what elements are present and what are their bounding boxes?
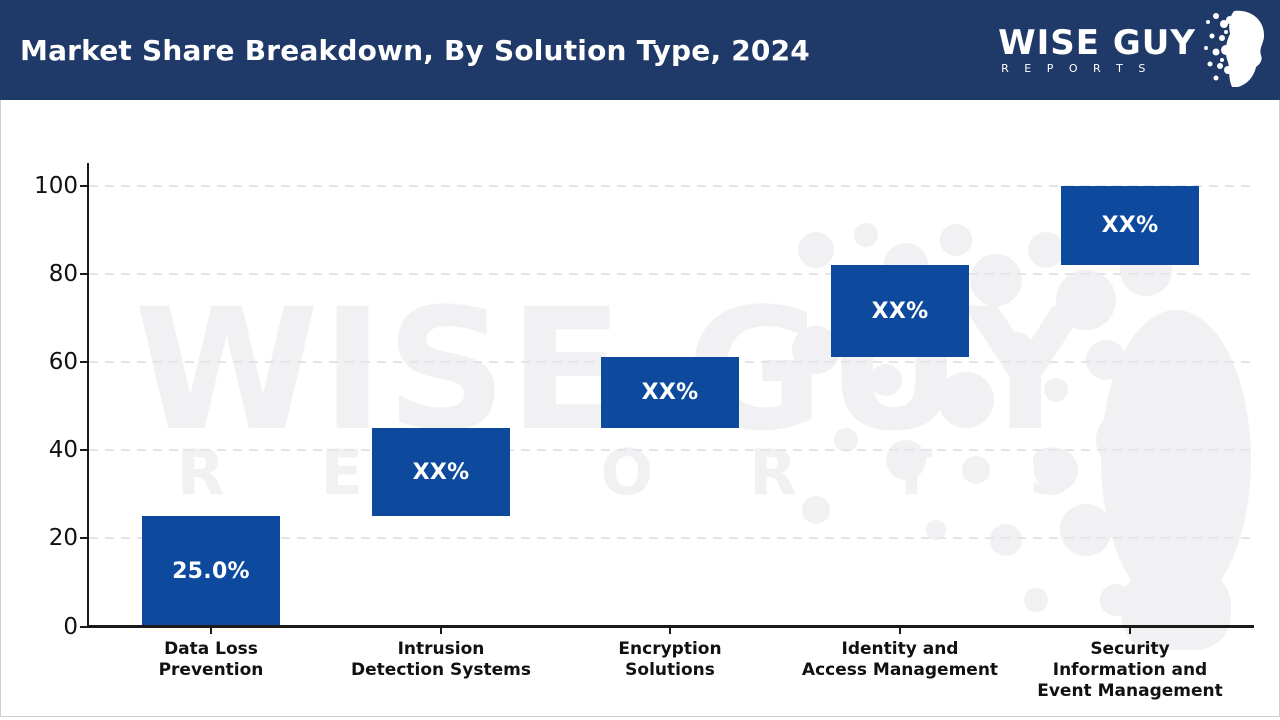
- waterfall-bar: XX%: [601, 357, 739, 429]
- logo-wordmark: WISE GUY: [998, 23, 1196, 63]
- logo-subtitle: R E P O R T S: [1001, 62, 1152, 75]
- bar-value-label: XX%: [641, 380, 699, 406]
- x-category-label: Identity and Access Management: [801, 639, 999, 680]
- waterfall-bar: XX%: [372, 428, 510, 517]
- y-tick-label: 80: [48, 260, 78, 287]
- page-title: Market Share Breakdown, By Solution Type…: [20, 33, 810, 67]
- x-tick-mark: [210, 627, 212, 634]
- waterfall-bar: XX%: [831, 264, 969, 358]
- x-category-label: Data Loss Prevention: [158, 639, 264, 680]
- x-tick-mark: [899, 627, 901, 634]
- header-bar: Market Share Breakdown, By Solution Type…: [0, 0, 1280, 100]
- x-category-label: Intrusion Detection Systems: [351, 639, 531, 680]
- waterfall-bar: XX%: [1061, 185, 1199, 265]
- y-tick-label: 100: [34, 172, 78, 199]
- y-gridline: [89, 537, 1253, 540]
- logo-face-icon: [1202, 8, 1268, 92]
- y-axis-spine: [87, 163, 89, 627]
- y-tick-label: 40: [48, 437, 78, 464]
- x-tick-mark: [440, 627, 442, 634]
- y-tick-label: 60: [48, 348, 78, 375]
- y-tick-mark: [80, 449, 88, 452]
- bar-value-label: XX%: [871, 298, 929, 324]
- wiseguy-logo: WISE GUY R E P O R T S: [998, 8, 1268, 92]
- waterfall-bar: 25.0%: [142, 516, 280, 627]
- x-category-label: Security Information and Event Managemen…: [1037, 639, 1223, 701]
- y-tick-mark: [80, 184, 88, 187]
- y-tick-mark: [80, 272, 88, 275]
- y-tick-label: 20: [48, 525, 78, 552]
- x-category-label: Encryption Solutions: [618, 639, 722, 680]
- y-gridline: [89, 449, 1253, 452]
- logo-text: WISE GUY R E P O R T S: [998, 26, 1196, 74]
- y-gridline: [89, 272, 1253, 275]
- x-tick-mark: [669, 627, 671, 634]
- bar-value-label: 25.0%: [172, 558, 250, 584]
- y-tick-mark: [80, 625, 88, 628]
- y-tick-mark: [80, 537, 88, 540]
- x-axis-spine: [87, 625, 1254, 628]
- y-tick-mark: [80, 360, 88, 363]
- x-tick-mark: [1129, 627, 1131, 634]
- bar-value-label: XX%: [412, 459, 470, 485]
- bar-value-label: XX%: [1101, 212, 1159, 238]
- y-gridline: [89, 184, 1253, 187]
- y-tick-label: 0: [63, 613, 78, 640]
